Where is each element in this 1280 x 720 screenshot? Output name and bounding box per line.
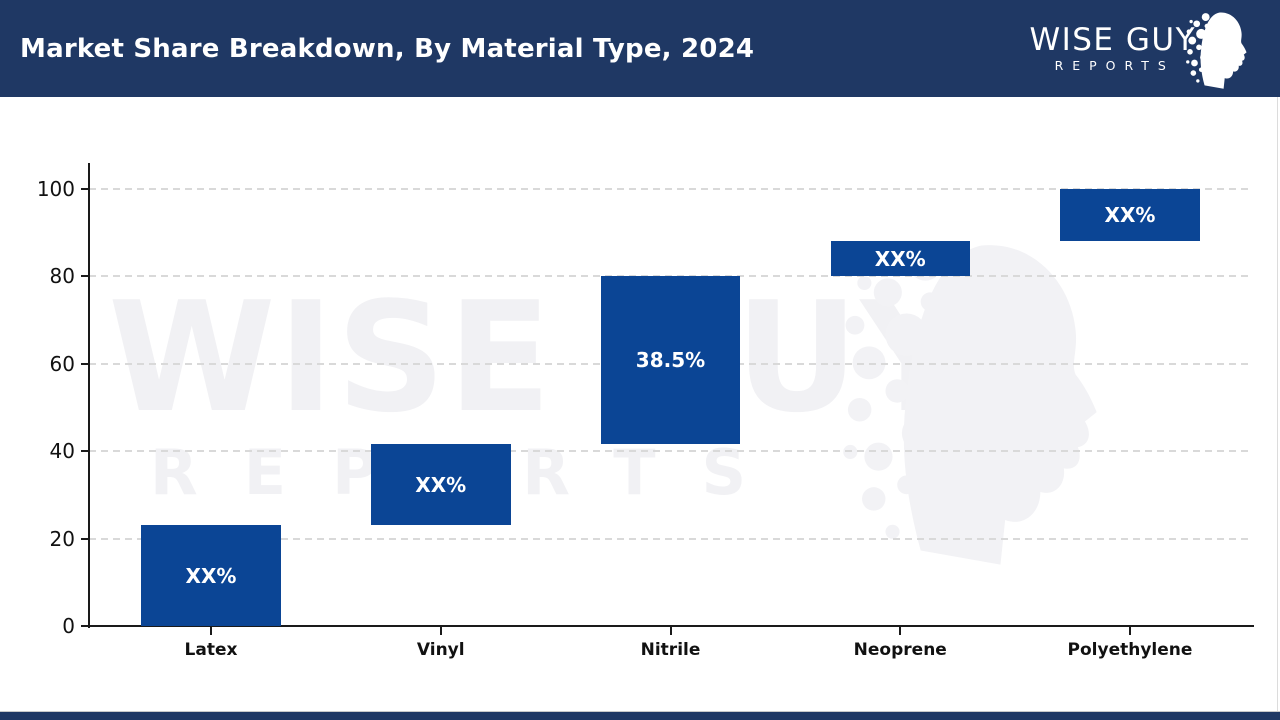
gridline — [89, 450, 1253, 452]
y-axis-line — [88, 163, 90, 628]
bar-segment: XX% — [141, 525, 281, 626]
y-axis-tick — [81, 362, 89, 365]
y-axis-tick-label: 60 — [49, 351, 75, 376]
x-axis-category-label: Nitrile — [640, 640, 701, 660]
brand-subname: REPORTS — [1054, 57, 1175, 73]
page-title: Market Share Breakdown, By Material Type… — [20, 33, 755, 64]
y-axis-tick — [81, 625, 89, 627]
bar-segment: 38.5% — [600, 276, 741, 445]
bar-value-label: 38.5% — [635, 348, 706, 373]
y-axis-tick-label: 20 — [49, 526, 75, 551]
gridline — [89, 537, 1253, 540]
y-axis-tick-label: 80 — [49, 264, 75, 288]
x-axis-category-label: Latex — [184, 640, 238, 660]
y-axis-tick-label: 40 — [49, 439, 75, 463]
right-border — [1277, 97, 1278, 712]
y-axis-tick — [81, 275, 89, 277]
bar-segment: XX% — [830, 241, 970, 276]
y-axis-tick-label: 100 — [36, 176, 75, 201]
bar-value-label: XX% — [185, 563, 237, 588]
bar-value-label: XX% — [874, 246, 926, 271]
x-axis-tick — [899, 627, 902, 635]
watermark-text: WISE GUY — [108, 269, 973, 446]
x-axis-category-label: Polyethylene — [1067, 640, 1193, 660]
bar-segment: XX% — [1060, 188, 1200, 241]
x-axis-tick — [1129, 627, 1131, 635]
brand-logo: WISE GUY REPORTS — [1029, 7, 1266, 91]
y-axis-tick — [81, 450, 89, 452]
brand-name: WISE GUY — [1029, 21, 1196, 58]
footer-bar — [0, 712, 1280, 720]
y-axis-tick-label: 0 — [62, 614, 75, 638]
bar-segment: XX% — [371, 444, 511, 526]
footer-hairline — [0, 711, 1280, 712]
x-axis-category-label: Neoprene — [853, 640, 947, 660]
x-axis-line — [88, 625, 1254, 627]
x-axis-tick — [210, 627, 212, 635]
x-axis-category-label: Vinyl — [416, 640, 465, 660]
x-axis-tick — [669, 627, 672, 635]
bar-value-label: XX% — [1104, 202, 1156, 227]
y-axis-tick — [81, 537, 89, 540]
bar-value-label: XX% — [415, 472, 467, 497]
x-axis-tick — [439, 627, 442, 635]
y-axis-tick — [81, 187, 89, 190]
brand-wordmark: WISE GUY REPORTS — [1029, 21, 1196, 73]
header-bar: Market Share Breakdown, By Material Type… — [0, 0, 1280, 97]
gridline — [89, 187, 1253, 190]
